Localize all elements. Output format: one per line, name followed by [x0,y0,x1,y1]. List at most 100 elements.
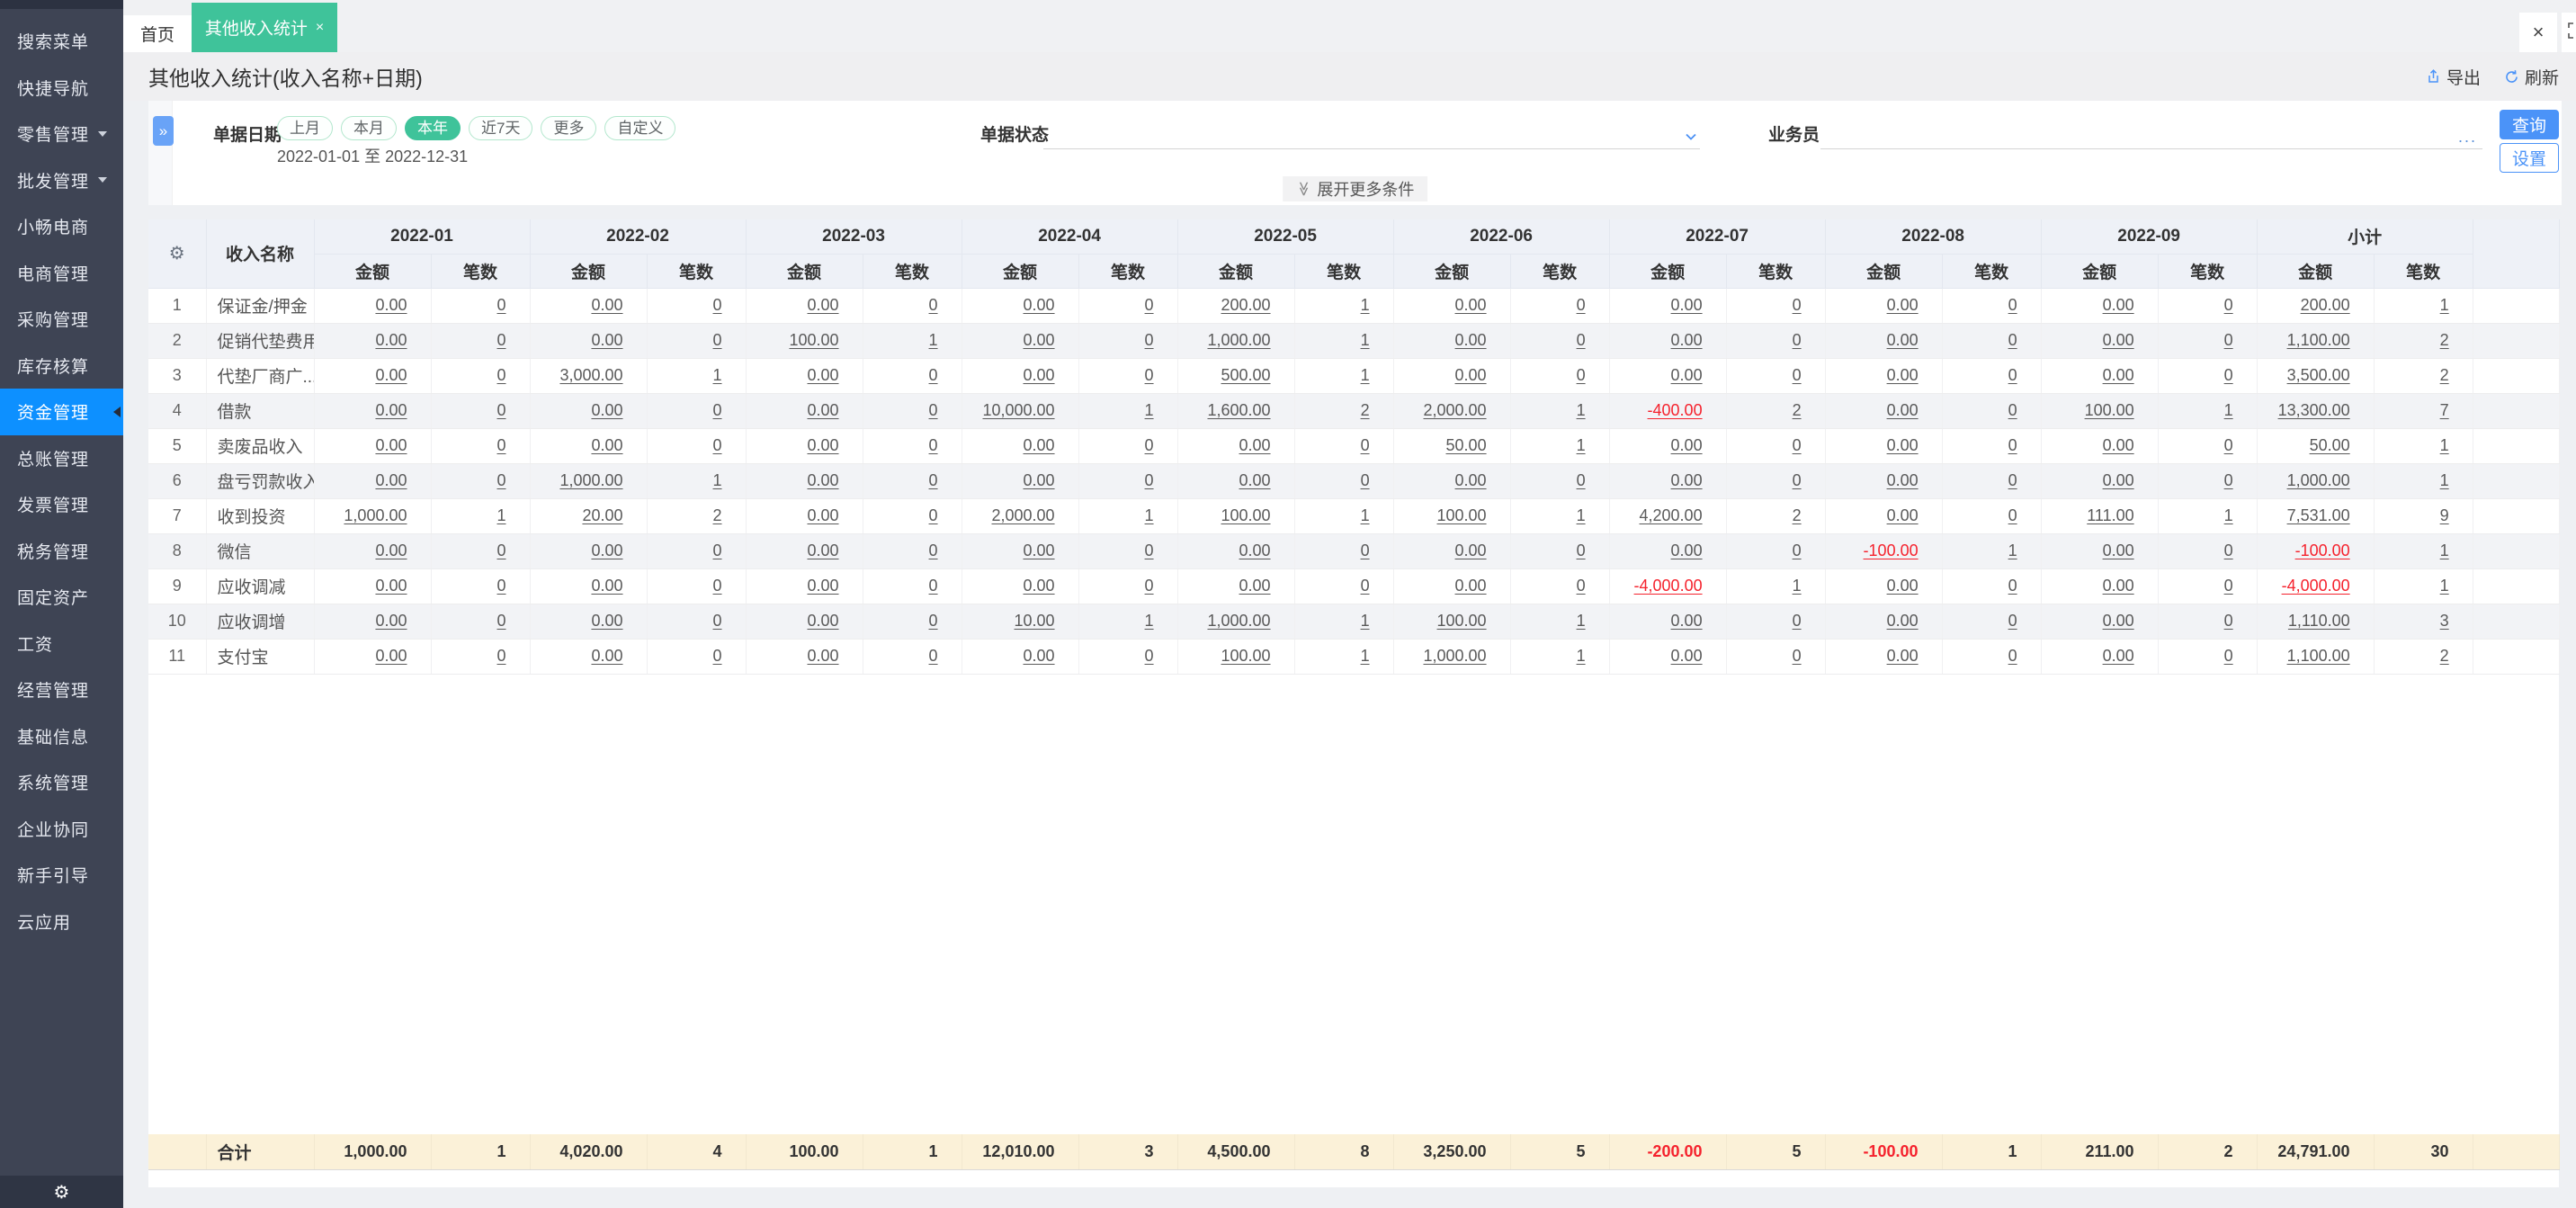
gear-icon[interactable]: ⚙ [53,1182,70,1203]
count-link[interactable]: 2 [712,506,722,524]
count-link[interactable]: 0 [928,612,938,630]
count-link[interactable]: 0 [496,647,506,665]
count-link[interactable]: 0 [2223,296,2233,314]
sidebar-item-1[interactable]: 搜索菜单 [0,18,123,65]
count-link[interactable]: 0 [928,471,938,489]
amount-link[interactable]: -4,000.00 [1633,577,1703,595]
amount-link[interactable]: 0.00 [1886,436,1919,454]
amount-link[interactable]: 500.00 [1221,366,1271,384]
sidebar-item-4[interactable]: 批发管理 [0,157,123,204]
count-link[interactable]: 0 [928,296,938,314]
sidebar-item-7[interactable]: 采购管理 [0,296,123,343]
count-link[interactable]: 1 [2439,436,2449,454]
amount-link[interactable]: 0.00 [1670,296,1703,314]
collapse-panel-button[interactable]: » [153,116,174,146]
count-link[interactable]: 3 [2439,612,2449,630]
count-link[interactable]: 0 [496,401,506,419]
amount-link[interactable]: 0.00 [807,366,839,384]
amount-link[interactable]: 0.00 [1454,471,1487,489]
amount-link[interactable]: 0.00 [2102,436,2134,454]
amount-link[interactable]: 0.00 [591,436,623,454]
amount-link[interactable]: 50.00 [1445,436,1487,454]
count-link[interactable]: 0 [2223,647,2233,665]
count-link[interactable]: 0 [1576,331,1586,349]
count-link[interactable]: 1 [1360,296,1370,314]
count-link[interactable]: 1 [2008,541,2017,559]
count-link[interactable]: 0 [2223,471,2233,489]
sidebar-item-6[interactable]: 电商管理 [0,250,123,297]
date-chip-上月[interactable]: 上月 [277,116,333,140]
count-link[interactable]: 0 [928,541,938,559]
amount-link[interactable]: -100.00 [2294,541,2350,559]
amount-link[interactable]: 100.00 [1436,612,1487,630]
amount-link[interactable]: 0.00 [807,612,839,630]
amount-link[interactable]: 0.00 [375,647,407,665]
count-link[interactable]: 1 [712,471,722,489]
amount-link[interactable]: 0.00 [2102,296,2134,314]
count-link[interactable]: 2 [2439,366,2449,384]
sidebar-item-20[interactable]: 云应用 [0,899,123,945]
sidebar-item-9[interactable]: 资金管理 [0,389,123,435]
count-link[interactable]: 0 [928,647,938,665]
count-link[interactable]: 2 [2439,647,2449,665]
date-chip-更多[interactable]: 更多 [541,116,597,140]
settings-button[interactable]: 设置 [2500,143,2559,173]
amount-link[interactable]: 1,000.00 [2286,471,2350,489]
amount-link[interactable]: 1,100.00 [2286,331,2350,349]
count-link[interactable]: 0 [712,331,722,349]
count-link[interactable]: 0 [1576,471,1586,489]
sidebar-item-14[interactable]: 工资 [0,621,123,667]
count-link[interactable]: 0 [496,366,506,384]
count-link[interactable]: 0 [1144,436,1154,454]
count-link[interactable]: 2 [1792,401,1802,419]
count-link[interactable]: 0 [2008,296,2017,314]
count-link[interactable]: 0 [1144,366,1154,384]
count-link[interactable]: 0 [1792,612,1802,630]
amount-link[interactable]: 7,531.00 [2286,506,2350,524]
column-settings-gear-icon[interactable]: ⚙ [148,219,207,289]
count-link[interactable]: 0 [712,296,722,314]
count-link[interactable]: 1 [1360,506,1370,524]
sidebar-item-12[interactable]: 税务管理 [0,528,123,575]
amount-link[interactable]: 0.00 [591,541,623,559]
refresh-button[interactable]: 刷新 [2504,65,2559,89]
status-select[interactable] [1043,124,1700,149]
count-link[interactable]: 0 [1576,541,1586,559]
count-link[interactable]: 0 [2008,331,2017,349]
amount-link[interactable]: 0.00 [1670,471,1703,489]
amount-link[interactable]: 0.00 [1023,436,1055,454]
count-link[interactable]: 0 [1792,331,1802,349]
amount-link[interactable]: 0.00 [1454,296,1487,314]
amount-link[interactable]: 10.00 [1014,612,1055,630]
amount-link[interactable]: 0.00 [591,577,623,595]
count-link[interactable]: 0 [712,612,722,630]
count-link[interactable]: 0 [712,541,722,559]
amount-link[interactable]: 0.00 [1886,577,1919,595]
amount-link[interactable]: 0.00 [1886,296,1919,314]
amount-link[interactable]: 0.00 [1023,577,1055,595]
count-link[interactable]: 0 [2008,612,2017,630]
amount-link[interactable]: 0.00 [807,647,839,665]
count-link[interactable]: 1 [1360,612,1370,630]
sidebar-item-5[interactable]: 小畅电商 [0,203,123,250]
amount-link[interactable]: 0.00 [807,506,839,524]
amount-link[interactable]: 1,000.00 [344,506,407,524]
count-link[interactable]: 0 [1144,647,1154,665]
count-link[interactable]: 0 [1144,577,1154,595]
count-link[interactable]: 0 [1144,471,1154,489]
amount-link[interactable]: 100.00 [1436,506,1487,524]
count-link[interactable]: 0 [2008,506,2017,524]
amount-link[interactable]: 0.00 [807,436,839,454]
count-link[interactable]: 0 [928,577,938,595]
export-button[interactable]: 导出 [2426,65,2481,89]
amount-link[interactable]: 0.00 [1886,366,1919,384]
amount-link[interactable]: 10,000.00 [982,401,1055,419]
amount-link[interactable]: 0.00 [2102,331,2134,349]
count-link[interactable]: 1 [2223,401,2233,419]
count-link[interactable]: 0 [928,436,938,454]
amount-link[interactable]: 0.00 [591,647,623,665]
count-link[interactable]: 0 [1792,436,1802,454]
count-link[interactable]: 0 [2223,366,2233,384]
amount-link[interactable]: 0.00 [1239,541,1271,559]
amount-link[interactable]: 0.00 [1239,577,1271,595]
